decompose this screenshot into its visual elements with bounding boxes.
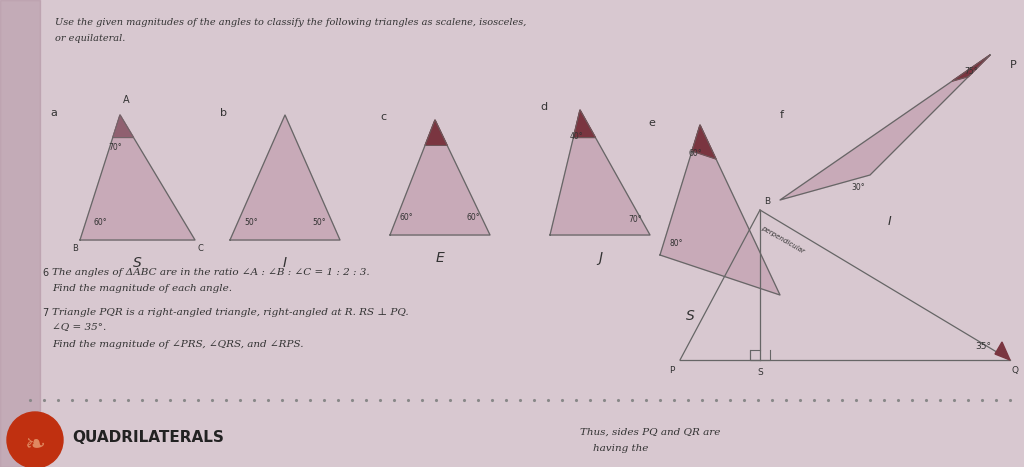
Text: B: B xyxy=(764,197,770,206)
Text: b: b xyxy=(220,108,227,118)
Text: P: P xyxy=(670,366,675,375)
Text: Find the magnitude of each angle.: Find the magnitude of each angle. xyxy=(52,284,232,293)
Text: c: c xyxy=(380,112,386,122)
Text: d: d xyxy=(540,102,547,112)
Text: e: e xyxy=(648,118,655,128)
Circle shape xyxy=(7,412,63,467)
Polygon shape xyxy=(80,115,195,240)
Text: Use the given magnitudes of the angles to classify the following triangles as sc: Use the given magnitudes of the angles t… xyxy=(55,18,526,27)
Polygon shape xyxy=(692,125,716,159)
Polygon shape xyxy=(230,115,340,240)
Polygon shape xyxy=(952,55,990,81)
Text: 40°: 40° xyxy=(569,132,583,141)
Text: 70°: 70° xyxy=(629,215,642,224)
Text: ∠Q = 35°.: ∠Q = 35°. xyxy=(52,322,106,331)
Polygon shape xyxy=(780,55,990,200)
Text: A: A xyxy=(123,95,130,105)
Text: S: S xyxy=(133,256,141,270)
Text: 60°: 60° xyxy=(466,213,480,222)
Text: 6: 6 xyxy=(42,268,48,278)
Text: Find the magnitude of ∠PRS, ∠QRS, and ∠RPS.: Find the magnitude of ∠PRS, ∠QRS, and ∠R… xyxy=(52,340,303,349)
Polygon shape xyxy=(425,120,447,145)
Text: P: P xyxy=(1010,60,1017,70)
Text: 70°: 70° xyxy=(109,143,122,152)
Polygon shape xyxy=(573,110,595,137)
Text: I: I xyxy=(888,215,892,228)
Text: ❧: ❧ xyxy=(25,433,45,457)
Text: 60°: 60° xyxy=(688,149,701,158)
Text: The angles of ΔABC are in the ratio ∠A : ∠B : ∠C = 1 : 2 : 3.: The angles of ΔABC are in the ratio ∠A :… xyxy=(52,268,370,277)
Text: Triangle PQR is a right-angled triangle, right-angled at R. RS ⊥ PQ.: Triangle PQR is a right-angled triangle,… xyxy=(52,308,409,317)
Text: 80°: 80° xyxy=(670,239,683,248)
Text: 7: 7 xyxy=(42,308,48,318)
Text: 60°: 60° xyxy=(94,218,108,227)
Text: QUADRILATERALS: QUADRILATERALS xyxy=(72,430,224,445)
Text: f: f xyxy=(780,110,784,120)
Text: 75°: 75° xyxy=(965,67,978,76)
Text: 60°: 60° xyxy=(400,213,414,222)
Text: B: B xyxy=(72,244,78,253)
Text: I: I xyxy=(283,256,287,270)
Polygon shape xyxy=(995,342,1010,360)
Text: Q: Q xyxy=(1012,366,1019,375)
Text: 35°: 35° xyxy=(975,342,991,351)
Text: a: a xyxy=(50,108,57,118)
Text: J: J xyxy=(598,251,602,265)
Text: having the: having the xyxy=(580,444,648,453)
Text: Thus, sides PQ and QR are: Thus, sides PQ and QR are xyxy=(580,428,720,437)
Text: S: S xyxy=(757,368,763,377)
Text: 50°: 50° xyxy=(244,218,258,227)
Polygon shape xyxy=(390,120,490,235)
Polygon shape xyxy=(550,110,650,235)
Polygon shape xyxy=(113,115,133,137)
Text: 50°: 50° xyxy=(312,218,326,227)
Text: E: E xyxy=(435,251,444,265)
Text: perpendicular: perpendicular xyxy=(760,225,805,255)
Text: or equilateral.: or equilateral. xyxy=(55,34,125,43)
Text: 30°: 30° xyxy=(851,183,865,192)
Polygon shape xyxy=(660,125,780,295)
Text: C: C xyxy=(197,244,203,253)
Text: S: S xyxy=(686,309,694,323)
